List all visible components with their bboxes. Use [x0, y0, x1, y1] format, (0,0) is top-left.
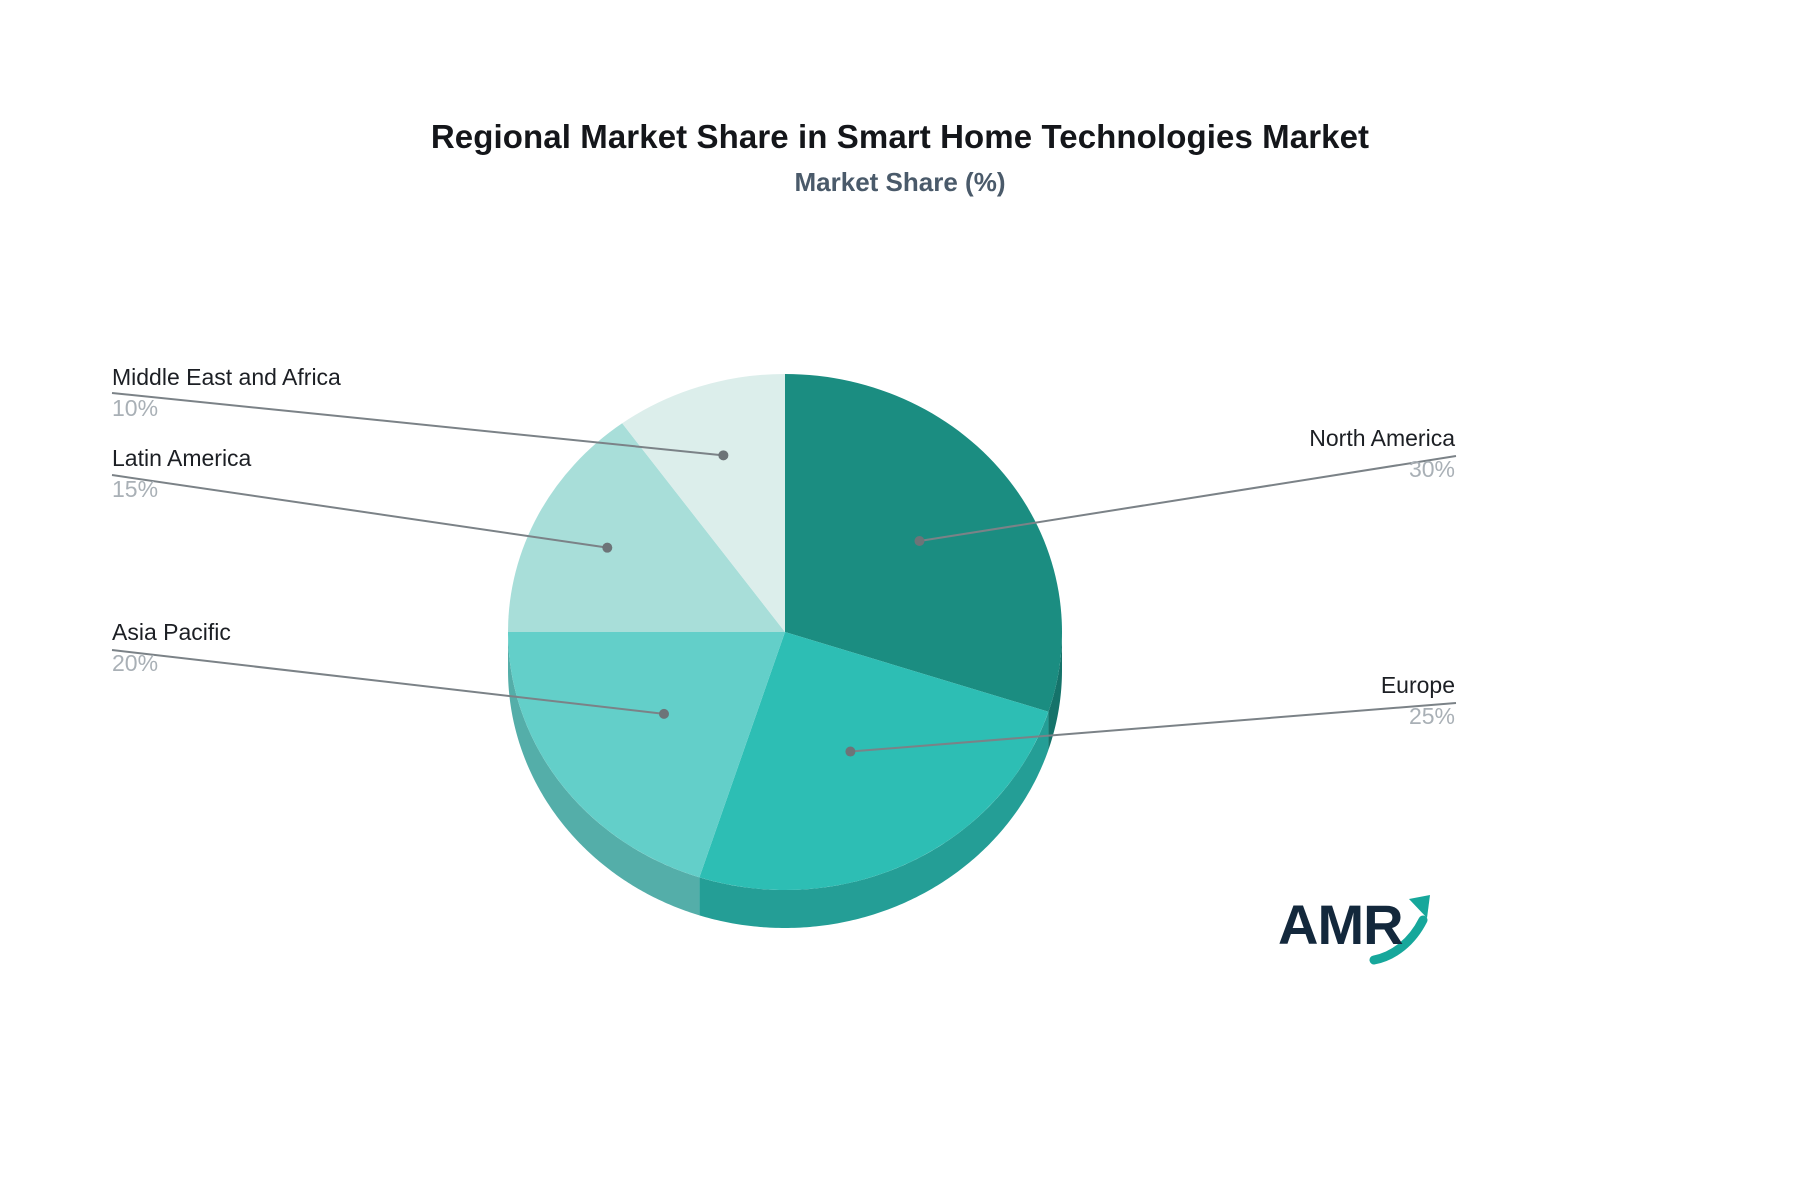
callout-middle-east-and-africa: Middle East and Africa 10%: [112, 362, 341, 424]
callout-north-america: North America 30%: [1309, 423, 1455, 485]
leader-line-europe: [850, 702, 1457, 753]
leader-dot-north-america: [914, 536, 925, 547]
callout-label-north-america: North America: [1309, 425, 1455, 451]
pie-slice-middle-east-and-africa[interactable]: [622, 374, 785, 632]
pie-slice-asia-pacific[interactable]: [508, 632, 785, 878]
callout-value-north-america: 30%: [1408, 456, 1455, 482]
leader-dot-asia-pacific: [658, 708, 669, 719]
callout-label-middle-east-and-africa: Middle East and Africa: [112, 364, 341, 390]
amr-logo-arrow-icon: [1369, 895, 1430, 965]
pie-slices: [508, 373, 1062, 890]
callout-value-europe: 25%: [1408, 703, 1455, 729]
callout-latin-america: Latin America 15%: [112, 443, 251, 505]
chart-title: Regional Market Share in Smart Home Tech…: [430, 118, 1370, 155]
amr-logo-text: AMR: [1278, 893, 1404, 956]
leader-line-middle-east-and-africa: [111, 392, 724, 457]
callout-label-europe: Europe: [1380, 672, 1455, 698]
pie-slice-latin-america[interactable]: [508, 423, 785, 632]
callout-asia-pacific: Asia Pacific 20%: [112, 617, 231, 679]
callout-value-latin-america: 15%: [112, 476, 159, 502]
pie-depth-walls: [508, 632, 1062, 928]
callout-europe: Europe 25%: [1381, 670, 1455, 732]
leader-dot-europe: [845, 746, 856, 757]
amr-logo: AMR: [1278, 886, 1453, 970]
pie-slice-side: [1048, 633, 1062, 750]
pie-slice-europe[interactable]: [699, 632, 1049, 890]
leader-lines: [111, 392, 1457, 757]
callout-value-asia-pacific: 20%: [112, 650, 159, 676]
callout-value-middle-east-and-africa: 10%: [112, 395, 159, 421]
pie-slice-side: [508, 632, 700, 916]
chart-subtitle: Market Share (%): [794, 167, 1006, 197]
leader-line-latin-america: [111, 474, 608, 549]
leader-line-asia-pacific: [111, 649, 665, 715]
callout-label-latin-america: Latin America: [112, 445, 252, 471]
leader-line-north-america: [919, 455, 1457, 542]
leader-dot-latin-america: [602, 542, 613, 553]
leader-dot-middle-east-and-africa: [718, 450, 729, 461]
callout-label-asia-pacific: Asia Pacific: [112, 619, 231, 645]
pie-slice-side: [699, 711, 1049, 928]
